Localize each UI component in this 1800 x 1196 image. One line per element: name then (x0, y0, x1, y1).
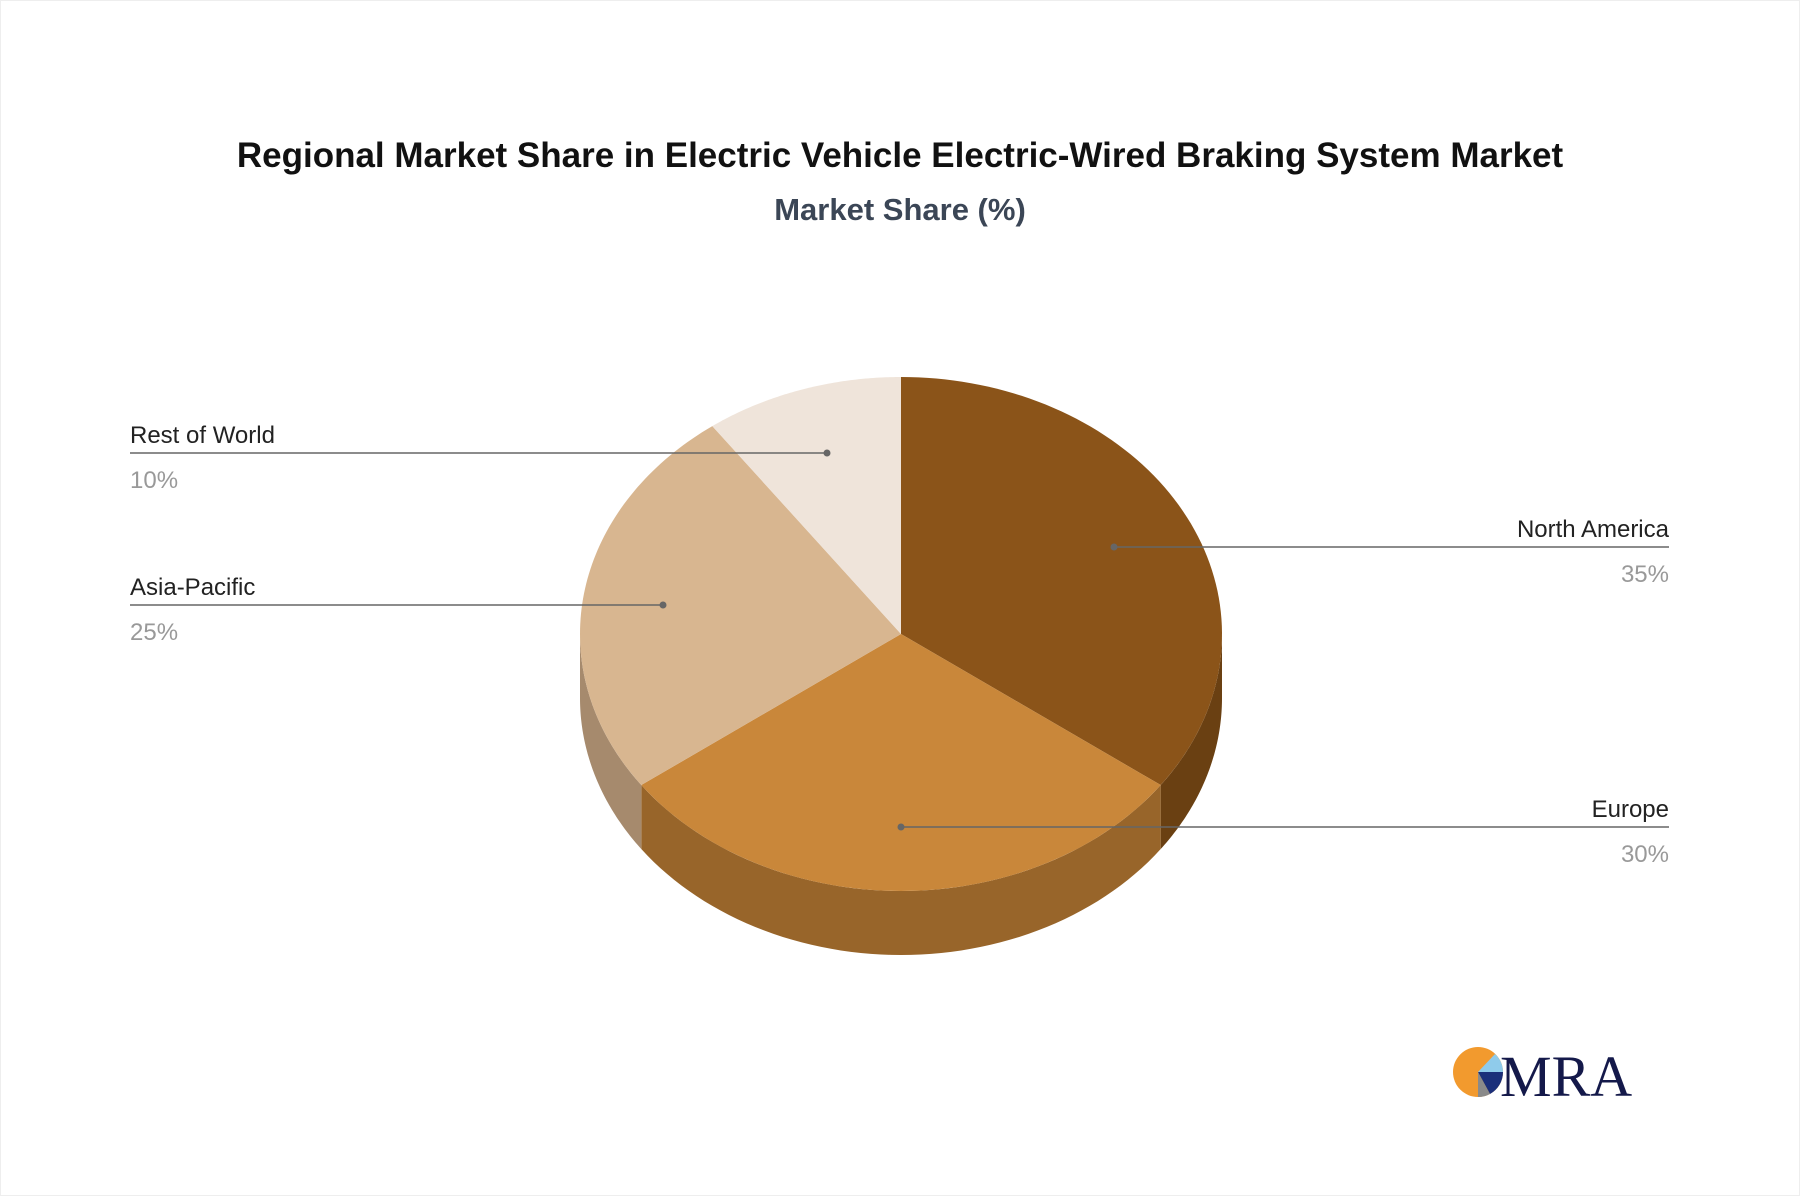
leader-dot (897, 823, 905, 831)
chart-subtitle: Market Share (%) (774, 192, 1026, 227)
slice-label: Asia-Pacific (130, 574, 255, 601)
slice-asia-pacific[interactable] (580, 426, 901, 786)
slice-north-america[interactable] (901, 377, 1222, 786)
mra-logo: MRA (1453, 1044, 1632, 1109)
slice-value-label: 25% (130, 619, 178, 646)
slice-label: North America (1517, 516, 1670, 543)
slice-label: Rest of World (130, 422, 275, 449)
slice-value-label: 30% (1621, 841, 1669, 868)
slice-value-label: 35% (1621, 561, 1669, 588)
slice-side-europe (641, 785, 1161, 955)
slice-side-asia-pacific (580, 634, 642, 850)
leader-dot (659, 601, 667, 609)
slice-label: Europe (1592, 796, 1669, 823)
slice-side-north-america (1160, 634, 1222, 850)
leader-dot (823, 449, 831, 457)
logo-text: MRA (1500, 1044, 1632, 1109)
leader-dot (1110, 543, 1118, 551)
slice-rest-of-world[interactable] (712, 377, 901, 634)
slice-value-label: 10% (130, 467, 178, 494)
chart-title: Regional Market Share in Electric Vehicl… (236, 136, 1564, 175)
